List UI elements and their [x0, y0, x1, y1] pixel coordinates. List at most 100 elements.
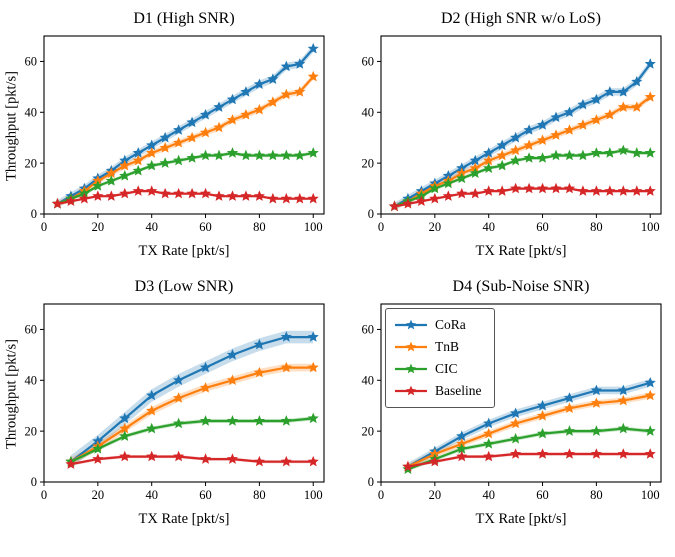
legend-star-icon: [405, 319, 417, 330]
series-marker-Baseline: [132, 185, 144, 196]
series-marker-Baseline: [253, 455, 265, 467]
series-marker-CIC: [173, 417, 185, 429]
y-tick-label: 0: [31, 475, 37, 489]
series-marker-Baseline: [510, 448, 522, 459]
series-marker-CoRa: [199, 361, 212, 373]
series-marker-CIC: [563, 425, 576, 436]
legend-item-tnb: TnB: [394, 336, 482, 358]
series-marker-TnB: [280, 361, 292, 373]
series-marker-TnB: [146, 404, 158, 416]
series-marker-Baseline: [456, 187, 468, 199]
series-marker-CoRa: [536, 119, 549, 130]
series-marker-CoRa: [590, 93, 602, 105]
series-marker-CoRa: [240, 86, 252, 97]
x-tick-label: 0: [378, 488, 384, 502]
legend-star-icon: [405, 385, 417, 396]
series-marker-CoRa: [226, 349, 239, 360]
legend-label: CIC: [435, 361, 458, 376]
series-marker-Baseline: [456, 450, 468, 462]
series-marker-CIC: [510, 154, 522, 166]
series-marker-TnB: [267, 96, 279, 107]
series-marker-Baseline: [402, 460, 414, 472]
error-band-CIC: [394, 148, 651, 209]
series-marker-Baseline: [307, 455, 319, 467]
series-marker-Baseline: [617, 448, 629, 459]
x-tick-label: 100: [304, 220, 323, 234]
x-tick-label: 100: [641, 488, 660, 502]
series-marker-Baseline: [388, 200, 401, 212]
series-marker-CIC: [253, 415, 265, 426]
series-marker-CIC: [267, 149, 279, 161]
series-marker-CoRa: [119, 412, 131, 424]
chart-title-d1: D1 (High SNR): [133, 10, 235, 27]
series-marker-TnB: [294, 86, 306, 97]
series-marker-Baseline: [631, 185, 643, 196]
x-tick-label: 0: [41, 220, 47, 234]
panel-d2: D2 (High SNR w/o LoS) 0 20 40 60 80 100 0 20 40 6…: [337, 8, 674, 264]
series-marker-Baseline: [253, 190, 265, 201]
series-marker-Baseline: [483, 450, 495, 462]
series-marker-CoRa: [483, 417, 495, 429]
series-line-Baseline: [70, 455, 314, 466]
series-marker-CIC: [496, 159, 508, 171]
series-marker-Baseline: [159, 187, 171, 199]
legend-label: Baseline: [435, 383, 482, 398]
series-marker-CIC: [294, 149, 306, 161]
series-marker-Baseline: [617, 185, 629, 196]
y-tick-label: 20: [25, 156, 38, 170]
series-marker-TnB: [199, 382, 212, 393]
y-tick-label: 40: [362, 373, 375, 387]
series-marker-CoRa: [577, 98, 589, 110]
series-marker-TnB: [159, 142, 171, 153]
series-marker-TnB: [119, 159, 131, 171]
series-marker-CIC: [483, 162, 495, 173]
panel-d3: D3 (Low SNR) Throughput [pkt/s] 0 20 40 60 8…: [0, 276, 337, 552]
series-marker-Baseline: [307, 192, 319, 204]
series-marker-CIC: [563, 149, 576, 161]
series-marker-TnB: [631, 101, 643, 112]
y-tick-label: 20: [362, 156, 375, 170]
x-axis-label-d1: TX Rate [pkt/s]: [138, 243, 230, 259]
series-marker-CIC: [186, 152, 198, 163]
series-marker-CIC: [536, 152, 549, 163]
x-tick-label: 40: [145, 488, 158, 502]
series-marker-TnB: [307, 361, 319, 373]
series-marker-Baseline: [173, 187, 185, 199]
legend-sample-cora: [395, 319, 427, 330]
series-line-Baseline: [407, 452, 651, 468]
x-tick-label: 60: [199, 220, 212, 234]
series-marker-Baseline: [442, 190, 454, 201]
series-marker-CoRa: [510, 407, 522, 419]
series-marker-Baseline: [496, 185, 508, 196]
series-marker-TnB: [483, 427, 495, 439]
legend-sample-cic: [395, 363, 427, 374]
series-marker-Baseline: [402, 197, 414, 209]
x-tick-label: 100: [641, 220, 660, 234]
series-marker-Baseline: [226, 453, 239, 464]
chart-plot-d1: 0 20 40 60 80 100 0 20 40 60: [25, 35, 325, 234]
chart-plot-d2: 0 20 40 60 80 100 0 20 40 60: [362, 35, 662, 234]
y-tick-label: 20: [25, 424, 38, 438]
series-marker-TnB: [173, 136, 185, 148]
series-marker-Baseline: [510, 182, 522, 194]
series-marker-CIC: [159, 157, 171, 168]
legend-star-icon: [405, 341, 417, 352]
series-marker-CIC: [119, 170, 131, 181]
series-marker-Baseline: [429, 192, 441, 204]
series-marker-Baseline: [186, 187, 198, 199]
series-marker-Baseline: [213, 190, 225, 201]
series-marker-Baseline: [92, 190, 104, 201]
series-line-CIC: [70, 417, 314, 463]
legend-label: CoRa: [435, 317, 466, 332]
series-marker-TnB: [307, 70, 319, 82]
series-marker-CIC: [199, 149, 212, 161]
legend-item-cora: CoRa: [394, 314, 482, 336]
series-marker-CIC: [307, 412, 319, 424]
x-tick-label: 60: [536, 220, 549, 234]
series-marker-TnB: [590, 114, 602, 125]
series-marker-TnB: [536, 134, 549, 145]
series-marker-TnB: [510, 144, 522, 156]
series-marker-Baseline: [469, 187, 481, 199]
series-marker-CoRa: [523, 124, 535, 135]
